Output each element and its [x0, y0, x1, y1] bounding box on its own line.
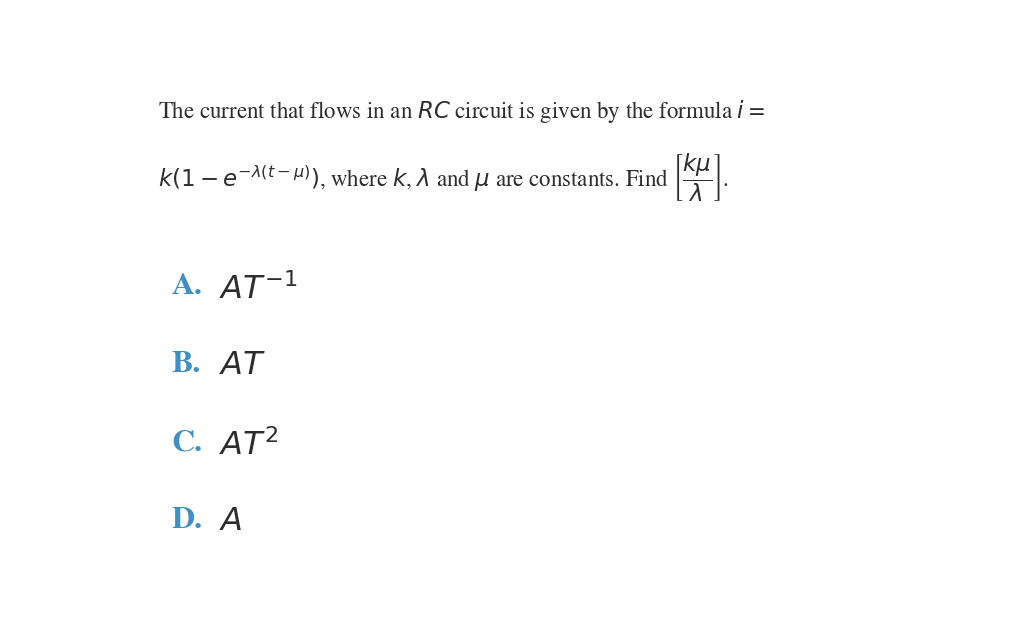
Text: C.: C.	[172, 429, 203, 456]
Text: $AT$: $AT$	[219, 351, 266, 381]
Text: A.: A.	[172, 273, 203, 301]
Text: The current that flows in an $RC$ circuit is given by the formula $i$ =: The current that flows in an $RC$ circui…	[158, 98, 766, 125]
Text: B.: B.	[172, 351, 201, 379]
Text: $AT^{-1}$: $AT^{-1}$	[219, 273, 297, 306]
Text: $AT^{2}$: $AT^{2}$	[219, 429, 279, 462]
Text: $A$: $A$	[219, 507, 243, 537]
Text: $k\left(1 - e^{-\lambda(t-\mu)}\right)$, where $k$, $\lambda$ and $\mu$ are cons: $k\left(1 - e^{-\lambda(t-\mu)}\right)$,…	[158, 151, 729, 204]
Text: D.: D.	[172, 507, 203, 534]
